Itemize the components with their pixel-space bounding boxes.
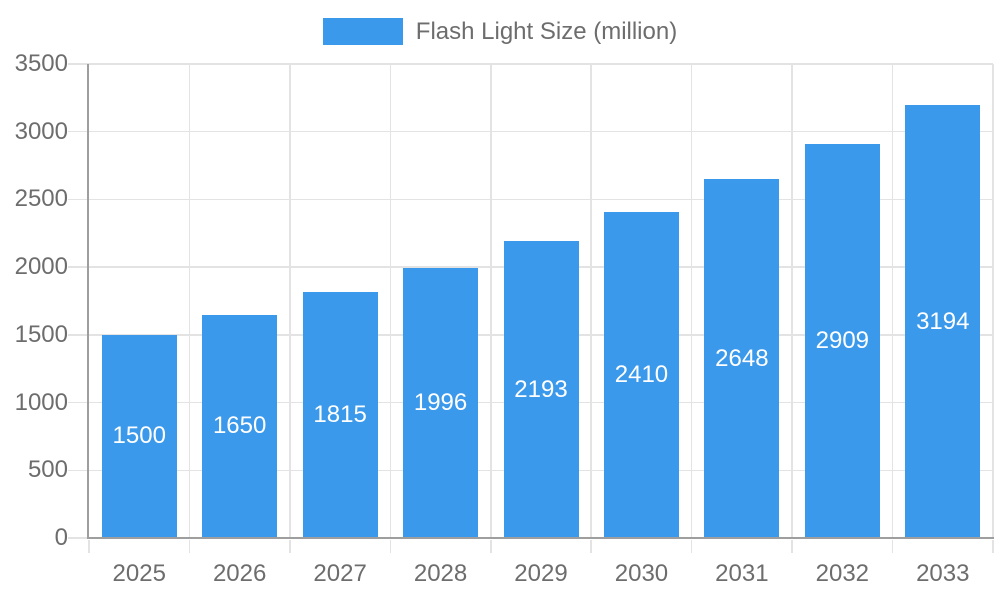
bar-2026[interactable] (202, 314, 278, 538)
x-tick-mark (891, 540, 894, 553)
bar-2031[interactable] (704, 179, 780, 538)
y-tick-label: 2000 (14, 253, 68, 281)
bar-value-label: 1500 (112, 422, 166, 450)
x-tick-label: 2030 (614, 560, 669, 587)
x-tick-mark (88, 540, 90, 553)
y-tick-label: 1000 (14, 388, 68, 416)
bar-value-label: 2909 (815, 327, 870, 355)
x-tick-mark (188, 540, 191, 553)
bar-2025[interactable] (101, 334, 177, 538)
y-tick-mark (68, 130, 89, 133)
y-tick-mark (68, 266, 89, 268)
bar-value-label: 2193 (514, 375, 568, 403)
y-tick-mark (68, 401, 89, 404)
x-tick-mark (690, 540, 693, 553)
y-gridline (89, 198, 993, 201)
y-tick-label: 3500 (14, 50, 68, 77)
y-tick-mark (68, 537, 89, 539)
y-tick-mark (68, 198, 89, 201)
y-gridline (89, 130, 993, 133)
x-gridline (590, 64, 592, 538)
bar-2029[interactable] (503, 241, 579, 538)
y-axis-line (87, 64, 89, 538)
bar-2027[interactable] (302, 292, 378, 538)
legend-label: Flash Light Size (million) (415, 18, 678, 45)
x-axis-line (87, 537, 994, 539)
x-tick-mark (590, 540, 592, 553)
bar-2033[interactable] (905, 105, 981, 538)
x-tick-label: 2033 (916, 560, 970, 587)
x-tick-mark (791, 540, 793, 553)
bar-2032[interactable] (804, 144, 880, 538)
bar-value-label: 2648 (715, 344, 769, 372)
legend-swatch (322, 18, 403, 45)
x-tick-label: 2027 (313, 560, 367, 587)
bar-2030[interactable] (603, 211, 679, 538)
y-tick-mark (68, 334, 89, 336)
x-gridline (791, 64, 793, 538)
x-gridline (188, 64, 191, 538)
bar-value-label: 3194 (916, 307, 970, 335)
x-tick-mark (289, 540, 291, 553)
y-gridline (89, 63, 993, 65)
y-tick-label: 1500 (14, 320, 68, 348)
x-gridline (289, 64, 291, 538)
bar-value-label: 1815 (313, 401, 367, 429)
x-tick-label: 2031 (715, 560, 769, 587)
bar-2028[interactable] (403, 267, 479, 538)
y-tick-label: 0 (54, 524, 68, 551)
y-tick-label: 2500 (14, 185, 68, 213)
x-tick-mark (389, 540, 392, 553)
y-tick-label: 3000 (14, 117, 68, 145)
x-gridline (992, 64, 994, 538)
x-gridline (490, 64, 492, 538)
x-tick-mark (992, 540, 994, 553)
x-gridline (891, 64, 894, 538)
x-gridline (690, 64, 693, 538)
x-tick-label: 2028 (413, 560, 468, 587)
x-tick-label: 2026 (212, 560, 267, 587)
bar-value-label: 1650 (212, 412, 267, 440)
y-tick-mark (68, 469, 89, 472)
y-tick-label: 500 (27, 456, 68, 484)
bar-value-label: 1996 (413, 388, 468, 416)
x-tick-mark (490, 540, 492, 553)
x-tick-label: 2029 (514, 560, 568, 587)
legend[interactable]: Flash Light Size (million) (0, 18, 1000, 45)
x-gridline (389, 64, 392, 538)
x-tick-label: 2032 (815, 560, 870, 587)
x-tick-label: 2025 (112, 560, 166, 587)
bar-value-label: 2410 (614, 360, 669, 388)
y-tick-mark (68, 63, 89, 65)
